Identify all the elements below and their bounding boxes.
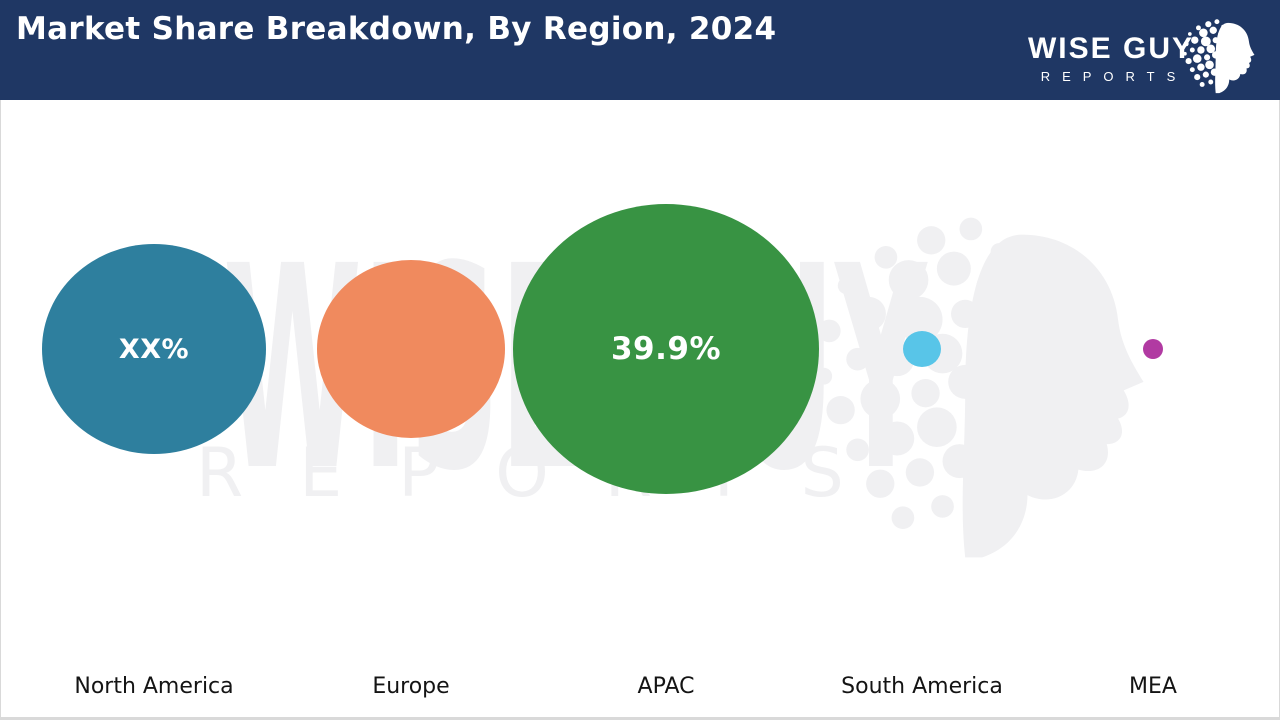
bubble-chart-area: WISE GUY REPORTS XX%39.9% North AmericaE… [0, 100, 1280, 720]
bubble-value-label-north-america: XX% [118, 333, 190, 365]
logo-text: WISE GUY REPORTS [1027, 32, 1194, 85]
category-label-europe: Europe [372, 674, 450, 699]
header-bar: Market Share Breakdown, By Region, 2024 … [0, 0, 1280, 100]
logo-wordmark: WISE GUY [1027, 32, 1194, 65]
wise-guy-logo: WISE GUY REPORTS [1028, 20, 1262, 98]
category-label-north-america: North America [74, 674, 234, 699]
watermark-face-icon [801, 212, 1169, 580]
bubble-apac: 39.9% [513, 204, 819, 494]
bubble-south-america [903, 331, 941, 367]
page-title: Market Share Breakdown, By Region, 2024 [16, 11, 777, 47]
logo-subtext: REPORTS [1040, 69, 1188, 84]
bubble-europe [317, 260, 505, 438]
bubble-value-label-apac: 39.9% [610, 331, 722, 367]
watermark-subtext: REPORTS [196, 434, 900, 513]
bubble-north-america: XX% [42, 244, 266, 454]
category-label-south-america: South America [841, 674, 1003, 699]
bubble-mea [1143, 339, 1163, 359]
category-label-apac: APAC [637, 674, 695, 699]
logo-face-icon [1178, 18, 1262, 98]
category-label-mea: MEA [1129, 674, 1177, 699]
